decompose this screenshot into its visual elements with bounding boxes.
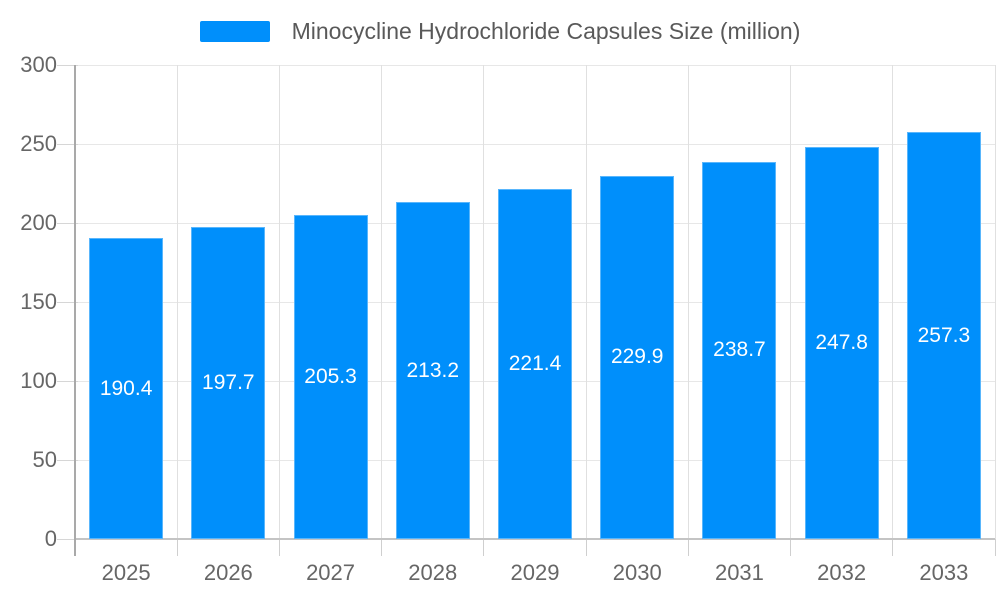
bar-value-label: 205.3	[304, 364, 357, 388]
bar-value-label: 257.3	[917, 323, 971, 347]
chart-legend[interactable]: Minocycline Hydrochloride Capsules Size …	[0, 18, 1000, 44]
x-axis-tick	[483, 539, 485, 556]
y-axis-label: 0	[44, 526, 57, 551]
y-axis-label: 50	[32, 447, 57, 472]
bar-value-label: 229.9	[610, 345, 664, 369]
y-axis-label: 150	[20, 289, 57, 314]
x-axis-label: 2026	[203, 560, 253, 585]
y-axis-label: 200	[20, 210, 57, 235]
v-gridline	[585, 65, 587, 539]
bar[interactable]: 190.4	[89, 238, 164, 539]
bar-value-label: 247.8	[815, 331, 868, 355]
v-gridline	[687, 65, 689, 539]
v-gridline	[483, 65, 485, 539]
bar[interactable]: 221.4	[498, 189, 572, 539]
v-gridline	[176, 65, 178, 539]
x-axis-label: 2030	[612, 560, 662, 585]
bar-value-label: 238.7	[713, 338, 766, 362]
v-gridline	[278, 65, 280, 539]
bar-value-label: 197.7	[202, 370, 255, 394]
x-axis-tick	[994, 539, 996, 556]
y-axis-label: 100	[20, 368, 57, 393]
h-gridline	[75, 64, 995, 66]
y-axis-tick	[57, 380, 78, 382]
x-axis-tick	[585, 539, 587, 556]
bar[interactable]: 205.3	[293, 214, 368, 539]
x-axis-tick	[790, 539, 792, 556]
bar[interactable]: 229.9	[600, 175, 675, 539]
legend-swatch	[199, 20, 270, 42]
x-axis-label: 2029	[510, 560, 560, 585]
y-axis-tick	[57, 459, 78, 461]
bar[interactable]: 257.3	[906, 132, 981, 539]
bar[interactable]: 247.8	[804, 147, 879, 539]
x-axis-label: 2031	[714, 560, 764, 585]
h-gridline	[75, 143, 995, 145]
x-axis-label: 2032	[817, 560, 867, 585]
y-axis-tick	[57, 222, 78, 224]
x-axis-line	[75, 538, 995, 540]
v-gridline	[994, 65, 996, 539]
v-gridline	[892, 65, 894, 539]
x-axis-label: 2028	[408, 560, 458, 585]
bar-value-label: 190.4	[99, 376, 153, 400]
v-gridline	[790, 65, 792, 539]
bar-value-label: 221.4	[508, 352, 562, 376]
x-axis-label: 2027	[306, 560, 356, 585]
x-axis-tick	[892, 539, 894, 556]
x-axis-tick	[687, 539, 689, 556]
x-axis-label: 2033	[919, 560, 969, 585]
y-axis-tick	[57, 301, 78, 303]
y-axis-tick	[57, 538, 78, 540]
bar-value-label: 213.2	[406, 358, 460, 382]
y-axis-tick	[57, 64, 78, 66]
x-axis-tick	[278, 539, 280, 556]
x-axis-label: 2025	[101, 560, 151, 585]
bar[interactable]: 213.2	[395, 202, 470, 539]
x-axis-tick	[176, 539, 178, 556]
y-axis-tick	[57, 143, 78, 145]
legend-label: Minocycline Hydrochloride Capsules Size …	[291, 18, 801, 44]
bar[interactable]: 197.7	[191, 226, 266, 539]
y-axis-label: 300	[20, 52, 57, 77]
bar[interactable]: 238.7	[702, 161, 777, 539]
x-axis-tick	[381, 539, 383, 556]
y-axis-line	[74, 65, 76, 556]
y-axis-label: 250	[20, 131, 57, 156]
v-gridline	[381, 65, 383, 539]
